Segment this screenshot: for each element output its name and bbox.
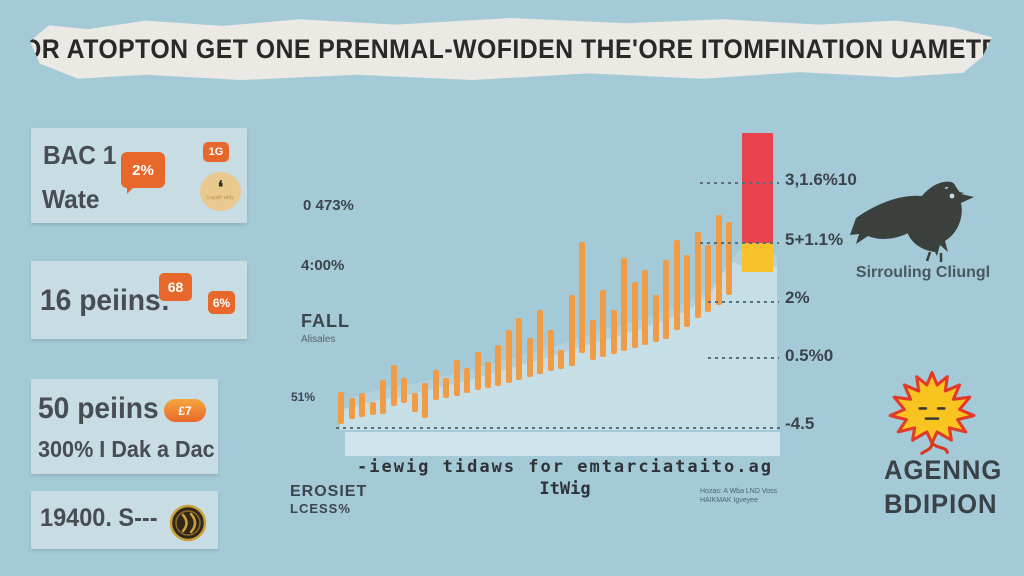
stat3-subtitle: 300% I Dak a Dac (38, 436, 215, 462)
chart-bar (695, 232, 701, 318)
maple-leaf-flame-icon (888, 371, 976, 455)
dotted-gridline (700, 182, 779, 184)
highlight-bar-yellow (742, 243, 773, 272)
chart-caption-line1: -iewig tidaws for emtarciataito.ag (357, 457, 773, 477)
chart-bar (359, 393, 365, 417)
chart-label-b: 4:00% (301, 257, 345, 274)
fine-print-line2: HAIKMAK Igveyee (700, 497, 758, 504)
chart-bar (506, 330, 512, 383)
chart-bar (537, 310, 543, 374)
chart-bar (642, 270, 648, 345)
chart-bar (433, 370, 439, 400)
gold-coin-icon (169, 504, 207, 542)
chart-bar (422, 383, 428, 418)
chart-bar (370, 402, 376, 415)
chart-bar (726, 222, 732, 295)
chart-bar (527, 338, 533, 377)
chart-bar (338, 392, 344, 424)
quote-circle-icon: ❛ Layath whly (200, 172, 241, 211)
right-axis-tick-label: 3,1.6%10 (785, 170, 857, 189)
speech-bubble-icon: 2% (121, 152, 165, 188)
title-banner: HOROR ATOPTON GET ONE PRENMAL-WOFIDEN TH… (30, 17, 992, 81)
stat1-badge: 1G (203, 142, 229, 162)
dotted-gridline (336, 427, 780, 429)
chart-bar (579, 242, 585, 353)
stat1-line1: BAC 1 (43, 140, 117, 170)
chart-caption-line2: ItWig (539, 479, 591, 499)
chart-bar (443, 378, 449, 398)
birds-icon (850, 181, 974, 262)
chart-bar (495, 345, 501, 386)
chart-label-a: 0 473% (303, 197, 354, 214)
agency-label-line1: AGENNG (884, 455, 1003, 485)
page-title: HOROR ATOPTON GET ONE PRENMAL-WOFIDEN TH… (0, 33, 1024, 64)
stat3-title: 50 peiins (38, 392, 159, 425)
chart-bar (558, 350, 564, 369)
speech-bubble-tail (127, 184, 137, 194)
chart-bar (590, 320, 596, 360)
stat2-badge-2: 6% (208, 291, 235, 314)
speech-bubble-value: 2% (132, 161, 154, 179)
stat2-badge-1: 68 (159, 273, 192, 301)
chart-bar (391, 365, 397, 406)
chart-label-erosiet: EROSIET (290, 483, 368, 500)
chart-bar (621, 258, 627, 351)
chart-bar (611, 310, 617, 354)
chart-bar (663, 260, 669, 339)
chart-label-lcess: LCESS% (290, 501, 351, 516)
chart-bar (485, 362, 491, 388)
chart-bar (632, 282, 638, 348)
chart-bar (716, 215, 722, 305)
quote-mark-icon: ❛ (217, 177, 224, 197)
chart-bar (653, 295, 659, 342)
chart-fine-print: Hozas: A Wba LND Voss HAIKMAK Igveyee (700, 487, 805, 505)
chart-bar (464, 368, 470, 393)
birds-caption: Sirrouling Cliungl (855, 264, 991, 281)
dotted-gridline (700, 242, 779, 244)
stat2-title: 16 peiins: (40, 284, 171, 317)
chart-bar (548, 330, 554, 371)
chart-bar (401, 378, 407, 403)
chart-bar (412, 393, 418, 412)
chart-label-d: 51% (291, 390, 316, 404)
chart-label-fall-sub: Alisales (301, 334, 336, 345)
dotted-gridline (708, 301, 779, 303)
agency-label-line2: BDIPION (884, 489, 998, 519)
chart-bar (674, 240, 680, 330)
chart-label-fall: FALL (301, 311, 350, 331)
dotted-gridline (708, 357, 779, 359)
right-axis-tick-label: -4.5 (785, 414, 815, 433)
chart-bar (380, 380, 386, 414)
highlight-bar-red (742, 133, 773, 243)
chart-bar (705, 245, 711, 312)
quote-circle-text: Layath whly (207, 194, 234, 201)
stat1-line2: Wate (42, 184, 100, 214)
right-axis-tick-label: 0.5%0 (785, 346, 834, 365)
stat4-title: 19400. S--- (40, 504, 158, 532)
chart-footer-strip (345, 432, 780, 456)
stat3-pill-badge: £7 (164, 399, 206, 422)
right-axis-tick-label: 2% (785, 288, 810, 307)
chart-bar (516, 318, 522, 380)
right-axis-tick-label: 5+1.1% (785, 230, 844, 249)
chart-bar (349, 398, 355, 419)
chart-bar (600, 290, 606, 357)
chart-bar (454, 360, 460, 396)
fine-print-line1: Hozas: A Wba LND Voss (700, 488, 778, 495)
chart-bar (569, 295, 575, 366)
stat-box-3 (31, 379, 218, 474)
chart-bar (684, 255, 690, 327)
chart-bar (475, 352, 481, 390)
